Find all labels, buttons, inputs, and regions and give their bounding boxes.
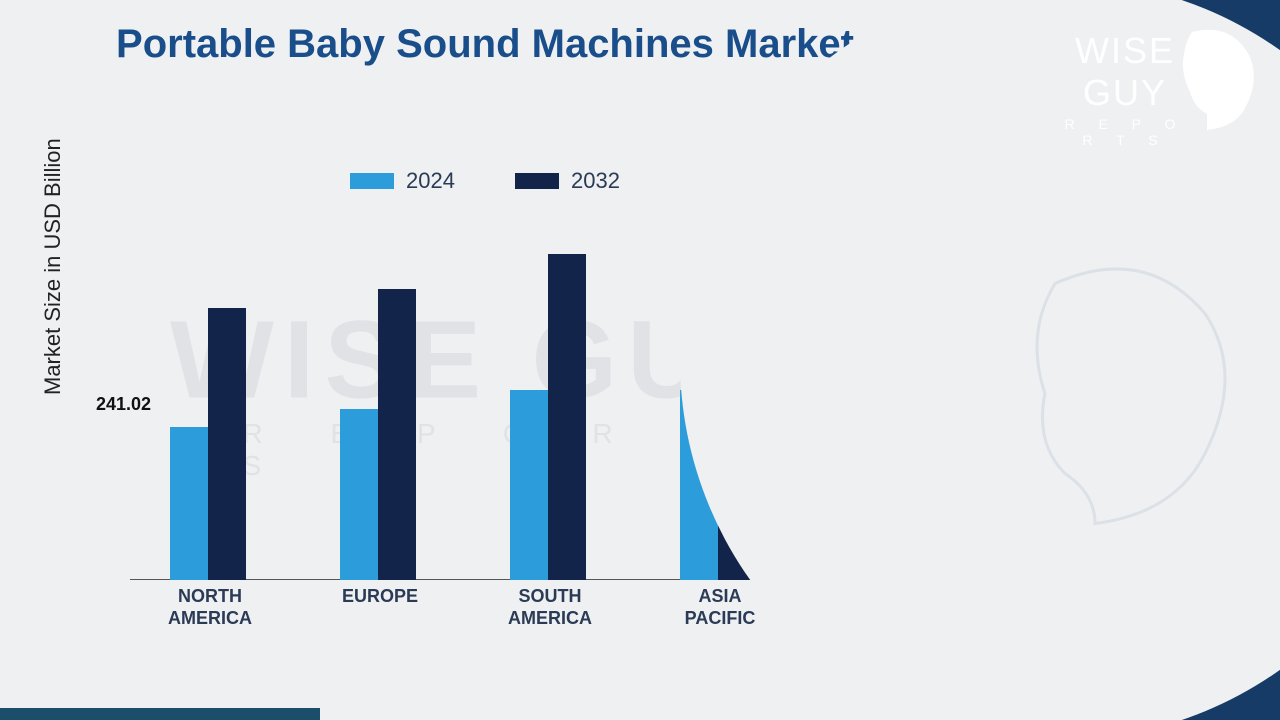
x-axis-label: EUROPE bbox=[320, 586, 440, 608]
bar bbox=[340, 409, 378, 580]
x-axis-label: SOUTHAMERICA bbox=[490, 586, 610, 629]
legend-swatch bbox=[515, 173, 559, 189]
bottom-strip bbox=[0, 708, 320, 720]
head-icon bbox=[1162, 22, 1262, 137]
legend-label: 2024 bbox=[406, 168, 455, 194]
legend-swatch bbox=[350, 173, 394, 189]
legend-item: 2024 bbox=[350, 168, 455, 194]
stage: WISE GUY R E P O R T S Portable Baby Sou… bbox=[0, 0, 1280, 720]
x-axis-label: NORTHAMERICA bbox=[150, 586, 270, 629]
side-panel: WISE GUY R E P O R T S bbox=[970, 0, 1280, 720]
bar bbox=[548, 254, 586, 580]
legend-item: 2032 bbox=[515, 168, 620, 194]
value-label: 241.02 bbox=[96, 394, 151, 415]
y-axis-label: Market Size in USD Billion bbox=[40, 138, 66, 395]
bar bbox=[208, 308, 246, 580]
bar bbox=[378, 289, 416, 580]
bar bbox=[170, 427, 208, 580]
bar bbox=[510, 390, 548, 580]
legend-label: 2032 bbox=[571, 168, 620, 194]
